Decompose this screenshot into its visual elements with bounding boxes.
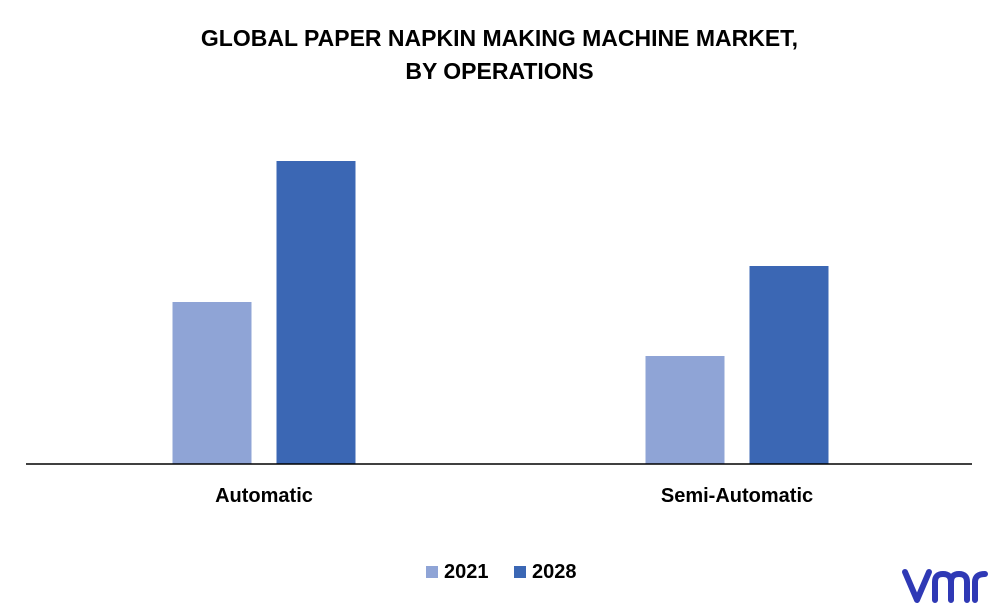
x-tick-label: Automatic <box>215 485 313 507</box>
legend-label-2028: 2028 <box>532 561 577 583</box>
legend-swatch-2021 <box>426 566 438 578</box>
legend-label-2021: 2021 <box>444 561 489 583</box>
x-tick-label: Semi-Automatic <box>661 485 813 507</box>
bar-semi-automatic-2028 <box>749 266 829 464</box>
bar-semi-automatic-2021 <box>645 356 725 464</box>
bar-automatic-2028 <box>276 161 356 464</box>
bars-group <box>172 161 829 464</box>
bar-automatic-2021 <box>172 302 252 464</box>
vmr-logo-icon <box>902 569 988 603</box>
x-axis-labels: Automatic Semi-Automatic <box>215 485 813 507</box>
legend-swatch-2028 <box>514 566 526 578</box>
chart-title: GLOBAL PAPER NAPKIN MAKING MACHINE MARKE… <box>0 22 999 88</box>
chart-title-line-1: GLOBAL PAPER NAPKIN MAKING MACHINE MARKE… <box>200 25 799 51</box>
legend: 2021 2028 <box>426 561 577 583</box>
chart-title-line-2: BY OPERATIONS <box>405 58 594 84</box>
